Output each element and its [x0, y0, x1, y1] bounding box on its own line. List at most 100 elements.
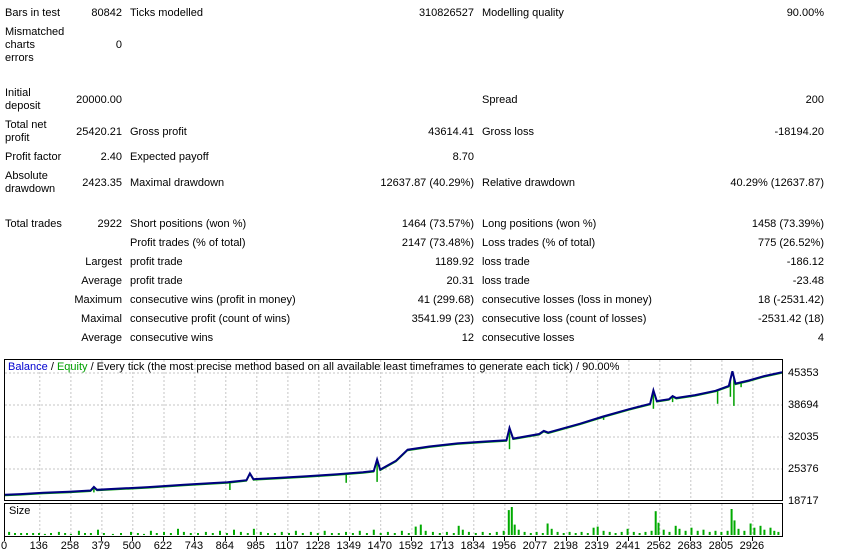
stats-label: consecutive profit (count of wins) — [130, 313, 291, 325]
stats-label: Expected payoff — [130, 151, 209, 163]
x-axis-tick — [535, 537, 536, 541]
stats-label: consecutive wins (profit in money) — [130, 294, 296, 306]
stats-value: 1464 (73.57%) — [401, 218, 474, 230]
stats-label — [4, 329, 66, 348]
stats-value: 1458 (73.39%) — [751, 218, 824, 230]
stats-value: 2.40 — [100, 151, 122, 163]
stats-value — [660, 148, 824, 167]
x-axis-tick — [566, 537, 567, 541]
x-axis-tick — [659, 537, 660, 541]
stats-label: Loss trades (% of total) — [482, 237, 596, 249]
x-axis-tick — [628, 537, 629, 541]
stats-label — [474, 148, 660, 167]
stats-row: Mismatched charts errors 0 — [4, 23, 824, 68]
stats-label: consecutive loss (count of losses) — [482, 313, 647, 325]
stats-value: 3541.99 (23) — [411, 313, 474, 325]
stats-label — [4, 253, 66, 272]
stats-row: Average consecutive wins 12 consecutive los… — [4, 329, 824, 348]
stats-label: Mismatched charts errors — [5, 26, 65, 64]
stats-row: Maximum consecutive wins (profit in money… — [4, 291, 824, 310]
equity-line — [5, 372, 782, 497]
x-axis-label: 0 — [0, 540, 8, 552]
stats-label — [4, 272, 66, 291]
x-axis-tick — [39, 537, 40, 541]
x-axis-tick — [132, 537, 133, 541]
stats-label: consecutive losses (loss in money) — [482, 294, 652, 306]
stats-value: 40.29% (12637.87) — [730, 176, 824, 189]
stats-label: Profit trades (% of total) — [130, 237, 246, 249]
x-axis-tick — [225, 537, 226, 541]
stats-value: 1189.92 — [435, 256, 474, 268]
stats-label: profit trade — [130, 275, 183, 287]
stats-value: -2531.42 (18) — [757, 313, 824, 325]
x-axis-tick — [721, 537, 722, 541]
y-axis-label: 32035 — [788, 431, 819, 443]
stats-label — [4, 310, 66, 329]
stats-label: consecutive wins — [130, 332, 214, 344]
stats-row: Largest profit trade 1189.92 loss trade -186… — [4, 253, 824, 272]
stats-value: 12 — [461, 332, 474, 344]
stats-value — [312, 68, 474, 116]
legend-text: / — [47, 361, 57, 373]
stats-value — [660, 23, 824, 68]
stats-label: Modelling quality — [482, 7, 564, 19]
stats-value: 41 (299.68) — [417, 294, 474, 306]
stats-label: Gross profit — [130, 125, 187, 138]
x-axis-tick — [504, 537, 505, 541]
stats-value: 2922 — [97, 218, 122, 230]
stats-value: 12637.87 (40.29%) — [380, 176, 474, 189]
stats-row: Absolute drawdown 2423.35 Maximal drawdown… — [4, 167, 824, 199]
y-axis-label: 25376 — [788, 463, 819, 475]
stats-label — [4, 291, 66, 310]
balance-chart-panel: Balance / Equity / Every tick (the most … — [4, 359, 783, 501]
y-axis-label: 45353 — [788, 367, 819, 379]
stats-label: loss trade — [482, 275, 530, 287]
y-axis-label: 38694 — [788, 399, 819, 411]
stats-value: 90.00% — [786, 7, 824, 19]
x-axis-tick — [473, 537, 474, 541]
x-axis-tick — [380, 537, 381, 541]
stats-value: 775 (26.52%) — [757, 237, 824, 249]
stats-value: 80842 — [91, 7, 122, 19]
stats-value: 0 — [115, 39, 122, 51]
stats-value: 18 (-2531.42) — [757, 294, 824, 306]
stats-value: Average — [81, 275, 122, 287]
stats-label: loss trade — [482, 256, 530, 268]
stats-label — [474, 23, 660, 68]
stats-label — [4, 234, 66, 253]
stats-value: Largest — [85, 256, 122, 268]
stats-row: Total trades 2922 Short positions (won %) 1… — [4, 199, 824, 234]
legend-equity-label: Equity — [56, 361, 88, 373]
stats-label: consecutive losses — [482, 332, 575, 344]
stats-value — [312, 23, 474, 68]
legend-balance-label: Balance — [8, 361, 48, 373]
stats-label: Spread — [482, 93, 518, 106]
stats-row: Total net profit 25420.21 Gross profit 4361… — [4, 116, 824, 148]
stats-label: Profit factor — [5, 151, 62, 163]
stats-label: Absolute drawdown — [5, 170, 56, 195]
stats-value: 20.31 — [446, 275, 474, 287]
stats-row: Profit factor 2.40 Expected payoff 8.70 — [4, 148, 824, 167]
stats-label: Gross loss — [482, 125, 534, 138]
stats-row: Average profit trade 20.31 loss trade -23.48 — [4, 272, 824, 291]
stats-value: -23.48 — [792, 275, 824, 287]
strategy-tester-report: { "stats": { "rows": [ ["Bars in test","… — [0, 4, 844, 553]
x-axis-tick — [411, 537, 412, 541]
stats-value: 2147 (73.48%) — [401, 237, 474, 249]
stats-value: 2423.35 — [82, 176, 122, 189]
size-panel: Size — [4, 503, 783, 537]
stats-value: -186.12 — [786, 256, 824, 268]
stats-label: Maximal drawdown — [130, 176, 225, 189]
legend-text: / Every tick (the most precise method ba… — [87, 361, 620, 373]
x-axis-tick — [101, 537, 102, 541]
stats-label: Relative drawdown — [482, 176, 575, 189]
stats-label — [122, 23, 312, 68]
x-axis-tick — [256, 537, 257, 541]
stats-label: Initial deposit — [5, 87, 41, 112]
x-axis-tick — [318, 537, 319, 541]
x-axis-tick — [287, 537, 288, 541]
stats-label: profit trade — [130, 256, 183, 268]
stats-label: Bars in test — [5, 7, 61, 19]
stats-label: Short positions (won %) — [130, 218, 247, 230]
stats-label — [122, 68, 312, 116]
